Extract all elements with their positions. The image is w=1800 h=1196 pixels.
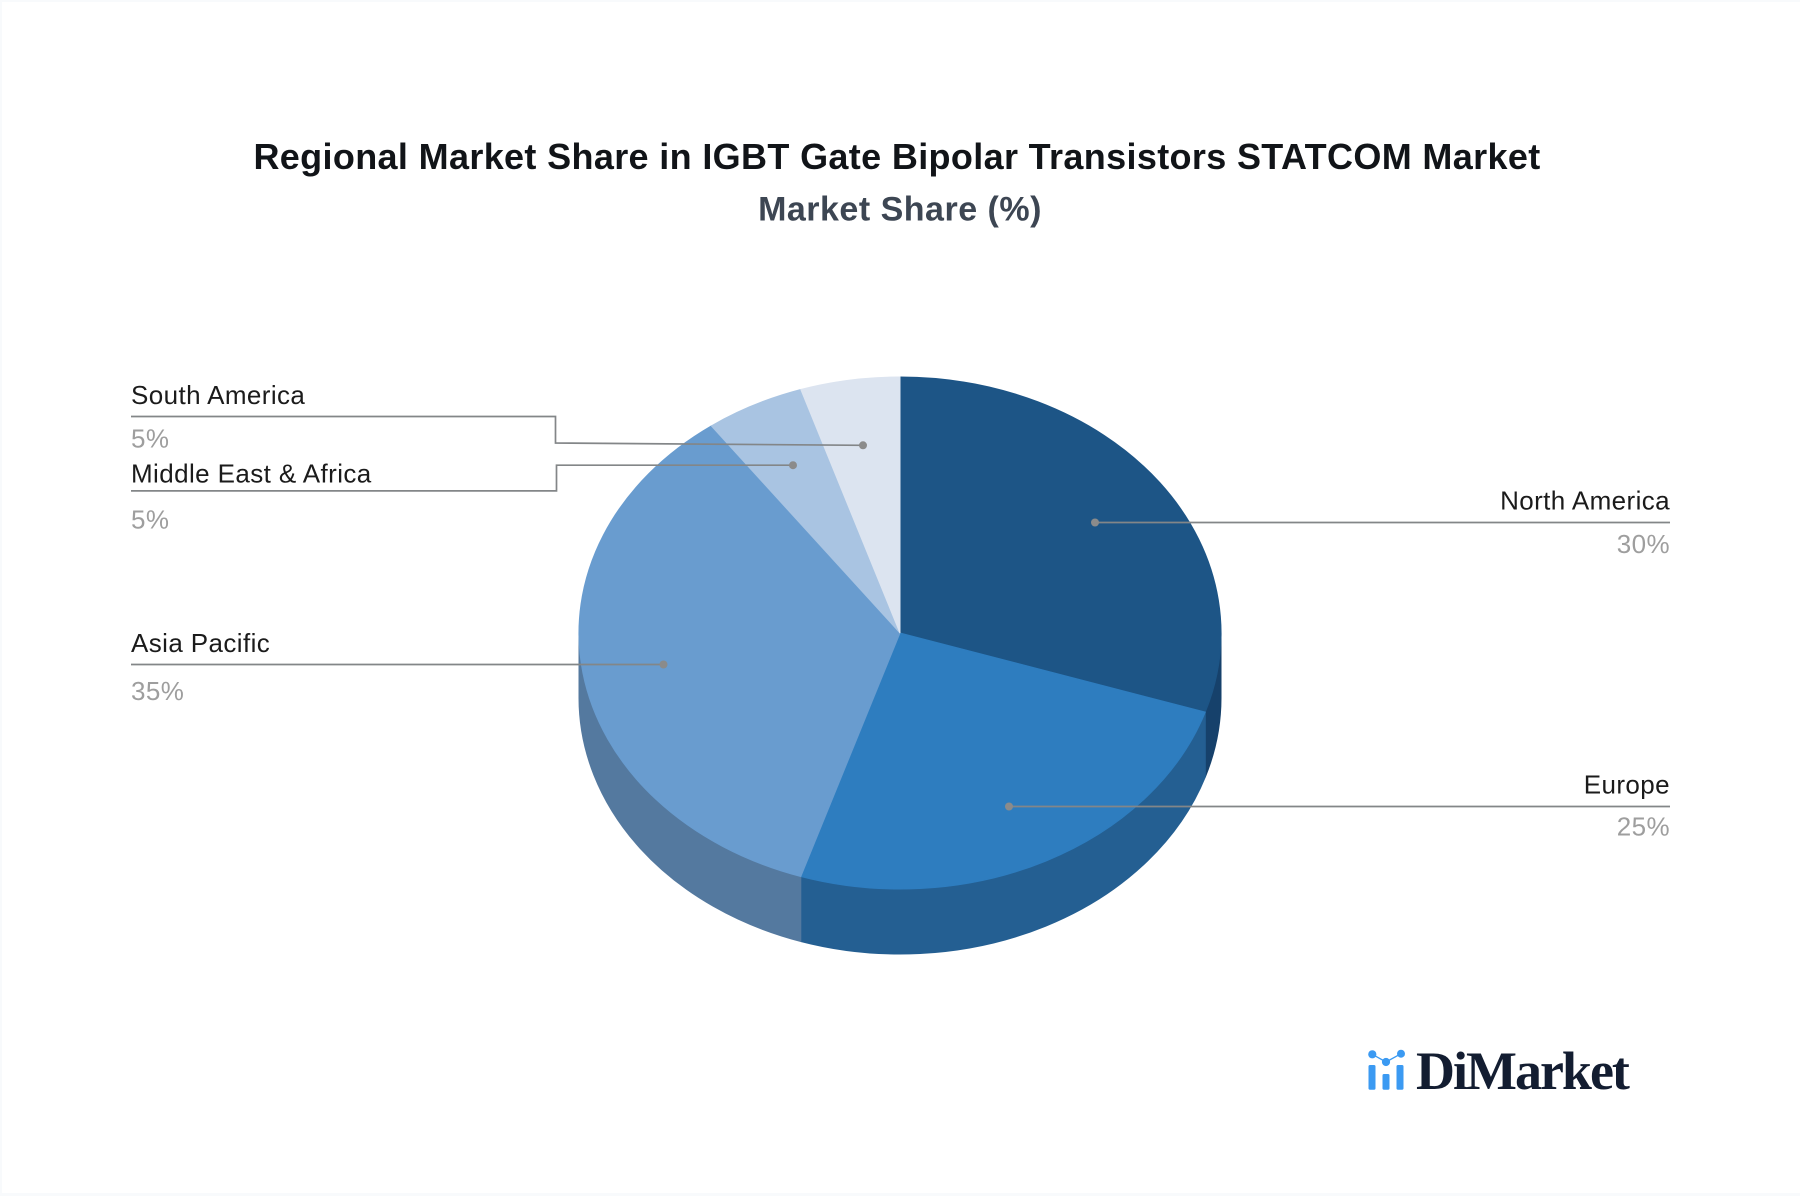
svg-text:35%: 35% [131,676,184,706]
svg-text:Market Share (%): Market Share (%) [758,191,1042,229]
svg-text:25%: 25% [1617,812,1670,842]
svg-text:South America: South America [131,380,305,410]
svg-text:North America: North America [1500,486,1670,516]
svg-text:Regional Market Share in IGBT: Regional Market Share in IGBT Gate Bipol… [253,136,1540,177]
svg-text:5%: 5% [131,424,169,454]
svg-text:DiMarket: DiMarket [1416,1041,1630,1101]
svg-text:Europe: Europe [1584,770,1670,800]
svg-text:5%: 5% [131,505,169,535]
svg-text:Asia Pacific: Asia Pacific [131,628,270,658]
svg-text:30%: 30% [1617,529,1670,559]
svg-text:Middle East & Africa: Middle East & Africa [131,459,372,489]
